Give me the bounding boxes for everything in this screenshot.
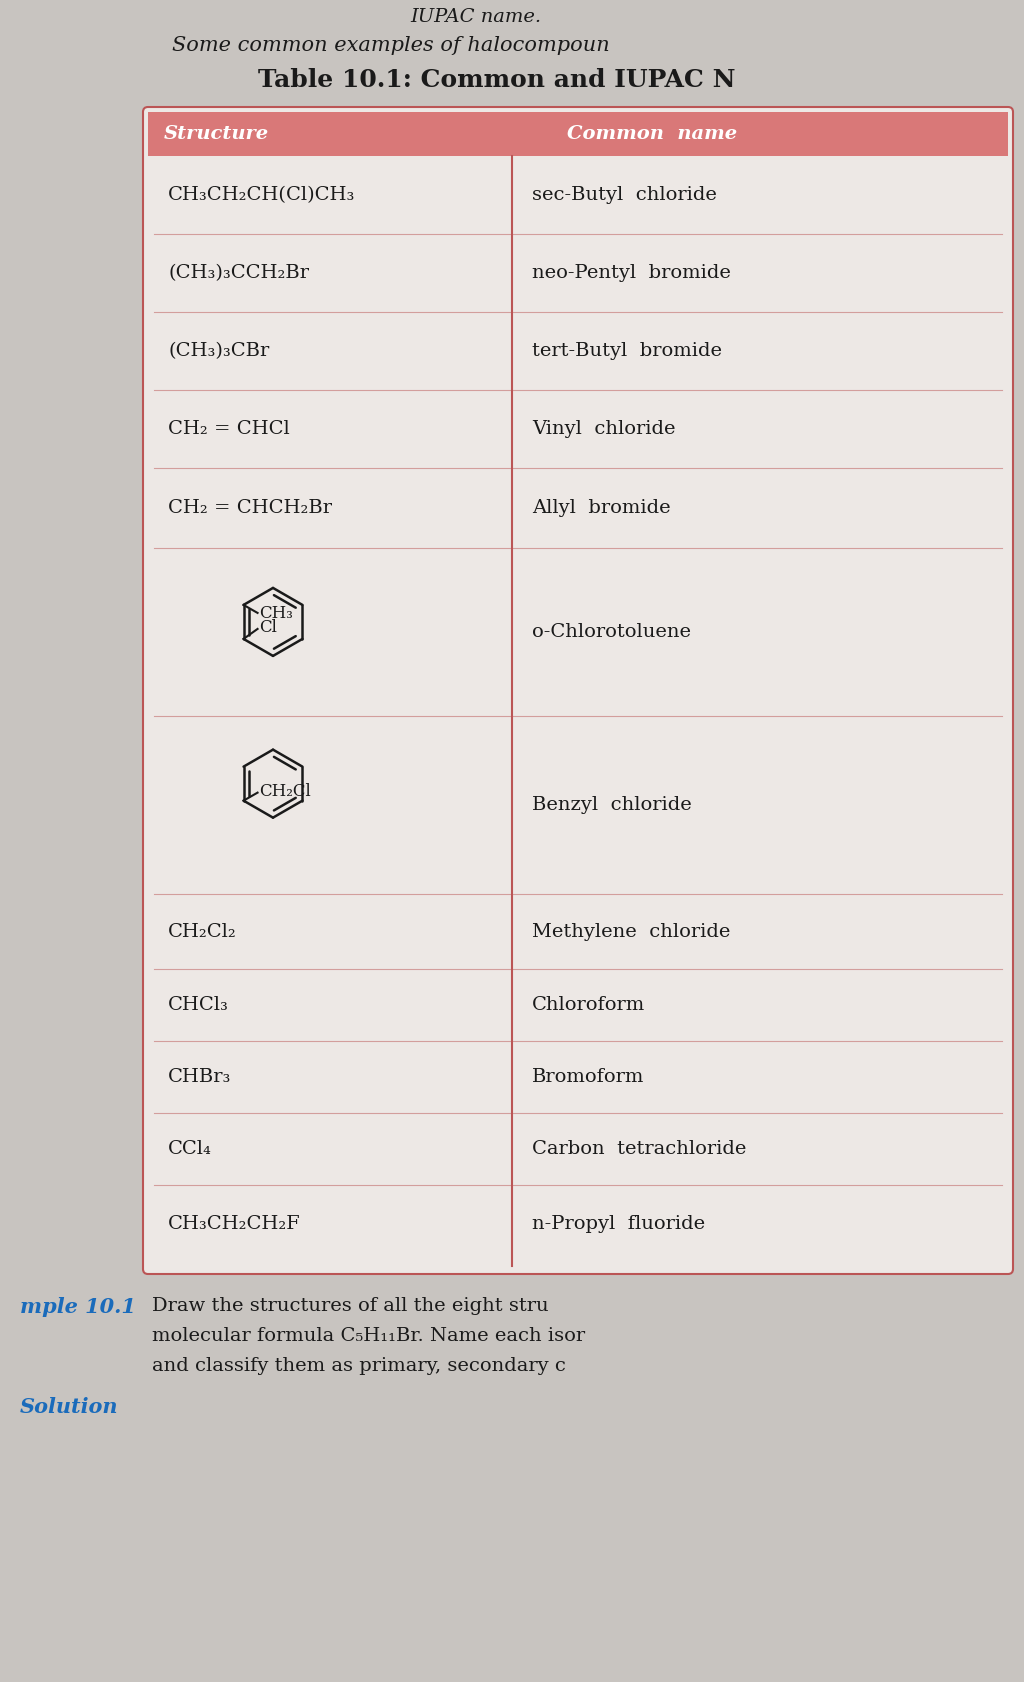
Text: CH₂ = CHCl: CH₂ = CHCl xyxy=(168,420,290,437)
Text: Structure: Structure xyxy=(164,124,269,143)
Text: Common  name: Common name xyxy=(567,124,737,143)
Text: mple 10.1: mple 10.1 xyxy=(20,1297,136,1317)
Text: sec-Butyl  chloride: sec-Butyl chloride xyxy=(532,187,717,204)
FancyBboxPatch shape xyxy=(143,108,1013,1273)
Bar xyxy=(148,113,1008,156)
Text: CH₂ = CHCH₂Br: CH₂ = CHCH₂Br xyxy=(168,500,332,516)
Text: tert-Butyl  bromide: tert-Butyl bromide xyxy=(532,341,722,360)
Text: CCl₄: CCl₄ xyxy=(168,1140,212,1157)
Text: Allyl  bromide: Allyl bromide xyxy=(532,500,671,516)
Text: molecular formula C₅H₁₁Br. Name each isor: molecular formula C₅H₁₁Br. Name each iso… xyxy=(152,1327,585,1346)
Text: CH₂Cl₂: CH₂Cl₂ xyxy=(168,922,237,940)
Text: IUPAC name.: IUPAC name. xyxy=(410,8,541,25)
Text: CH₃CH₂CH₂F: CH₃CH₂CH₂F xyxy=(168,1214,301,1233)
Text: Bromoform: Bromoform xyxy=(532,1068,644,1087)
Text: Chloroform: Chloroform xyxy=(532,996,645,1014)
Text: Some common examples of halocompoun: Some common examples of halocompoun xyxy=(172,35,609,56)
Text: CH₂Cl: CH₂Cl xyxy=(259,784,311,801)
Text: Cl: Cl xyxy=(259,619,278,636)
Text: Vinyl  chloride: Vinyl chloride xyxy=(532,420,676,437)
Text: Solution: Solution xyxy=(20,1398,119,1416)
Text: o-Chlorotoluene: o-Chlorotoluene xyxy=(532,622,691,641)
Text: Draw the structures of all the eight stru: Draw the structures of all the eight str… xyxy=(152,1297,549,1315)
Text: Methylene  chloride: Methylene chloride xyxy=(532,922,730,940)
Text: CHBr₃: CHBr₃ xyxy=(168,1068,231,1087)
Text: Benzyl  chloride: Benzyl chloride xyxy=(532,796,692,814)
Text: CH₃CH₂CH(Cl)CH₃: CH₃CH₂CH(Cl)CH₃ xyxy=(168,187,355,204)
Text: n-Propyl  fluoride: n-Propyl fluoride xyxy=(532,1214,706,1233)
Text: and classify them as primary, secondary c: and classify them as primary, secondary … xyxy=(152,1357,566,1374)
Text: CH₃: CH₃ xyxy=(259,606,294,622)
Text: (CH₃)₃CBr: (CH₃)₃CBr xyxy=(168,341,269,360)
Text: neo-Pentyl  bromide: neo-Pentyl bromide xyxy=(532,264,731,283)
Text: Carbon  tetrachloride: Carbon tetrachloride xyxy=(532,1140,746,1157)
Text: (CH₃)₃CCH₂Br: (CH₃)₃CCH₂Br xyxy=(168,264,309,283)
Text: Table 10.1: Common and IUPAC N: Table 10.1: Common and IUPAC N xyxy=(258,67,735,93)
Text: CHCl₃: CHCl₃ xyxy=(168,996,229,1014)
